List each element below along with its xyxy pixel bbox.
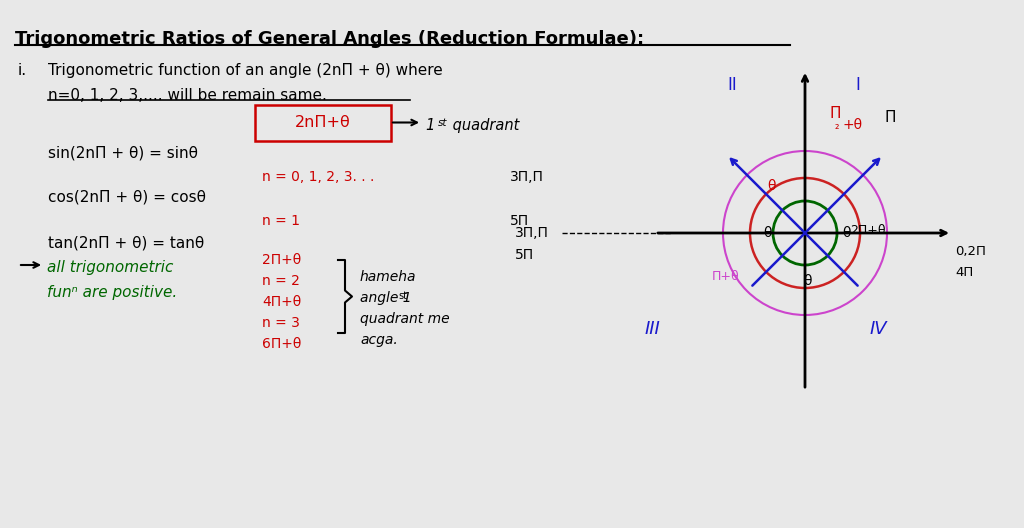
Text: 4Π+θ: 4Π+θ [262, 295, 301, 309]
Text: 3Π,Π: 3Π,Π [510, 170, 544, 184]
Text: tan(2nΠ + θ) = tanθ: tan(2nΠ + θ) = tanθ [48, 235, 204, 250]
Text: st: st [398, 291, 407, 301]
Text: n=0, 1, 2, 3,.... will be remain same.: n=0, 1, 2, 3,.... will be remain same. [48, 88, 327, 103]
Text: III: III [644, 320, 659, 338]
Text: θ: θ [842, 226, 851, 240]
Text: Trigonometric function of an angle (2nΠ + θ) where: Trigonometric function of an angle (2nΠ … [48, 63, 442, 78]
Text: all trigonometric: all trigonometric [47, 260, 173, 275]
Text: cos(2nΠ + θ) = cosθ: cos(2nΠ + θ) = cosθ [48, 190, 206, 205]
Text: funⁿ are positive.: funⁿ are positive. [47, 285, 177, 300]
Text: 0,2Π: 0,2Π [955, 245, 986, 258]
Text: II: II [727, 76, 737, 94]
Text: Π+θ: Π+θ [712, 270, 739, 283]
Text: sin(2nΠ + θ) = sinθ: sin(2nΠ + θ) = sinθ [48, 146, 198, 161]
Text: 5Π: 5Π [515, 248, 535, 262]
Text: 2Π+θ: 2Π+θ [850, 223, 886, 237]
Text: 1: 1 [425, 118, 434, 133]
Text: Π: Π [829, 106, 841, 121]
Text: θ: θ [768, 179, 776, 193]
Text: 5Π: 5Π [510, 214, 529, 228]
Text: IV: IV [869, 320, 887, 338]
Text: n = 1: n = 1 [262, 214, 300, 228]
Text: n = 0, 1, 2, 3. . .: n = 0, 1, 2, 3. . . [262, 170, 375, 184]
Text: 2Π+θ: 2Π+θ [262, 253, 301, 267]
Text: n = 2: n = 2 [262, 274, 300, 288]
Text: Trigonometric Ratios of General Angles (Reduction Formulae):: Trigonometric Ratios of General Angles (… [15, 30, 644, 48]
Text: I: I [856, 76, 860, 94]
Text: +θ: +θ [843, 118, 863, 132]
Text: 4Π: 4Π [955, 266, 973, 279]
Text: Π: Π [885, 110, 896, 125]
Text: θ: θ [764, 226, 772, 240]
Text: acga.: acga. [360, 333, 397, 347]
Text: hameha: hameha [360, 270, 417, 284]
Text: 3Π,Π: 3Π,Π [515, 226, 549, 240]
Text: n = 3: n = 3 [262, 316, 300, 330]
Text: 2nΠ+θ: 2nΠ+θ [295, 115, 351, 130]
Text: quadrant: quadrant [449, 118, 519, 133]
Text: quadrant me: quadrant me [360, 312, 450, 326]
Text: i.: i. [18, 63, 27, 78]
Text: st: st [438, 118, 447, 128]
Text: angle 1: angle 1 [360, 291, 412, 305]
Text: 6Π+θ: 6Π+θ [262, 337, 301, 351]
Text: ₂: ₂ [835, 121, 840, 131]
Text: θ: θ [804, 274, 812, 288]
